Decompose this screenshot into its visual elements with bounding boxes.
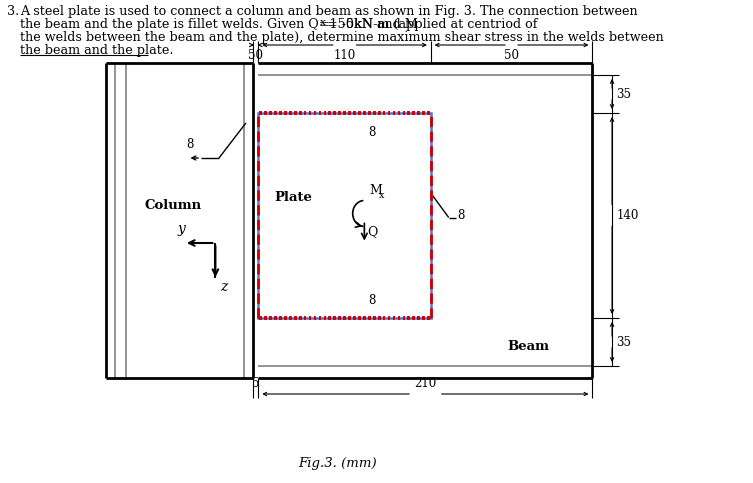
Text: 8: 8 (457, 209, 464, 222)
Text: the welds between the beam and the plate), determine maximum shear stress in the: the welds between the beam and the plate… (20, 31, 663, 44)
Text: x: x (379, 191, 384, 200)
Text: Fig.3. (mm): Fig.3. (mm) (298, 456, 376, 469)
Text: 5: 5 (252, 377, 260, 390)
Text: y: y (178, 222, 185, 236)
Text: 35: 35 (617, 336, 632, 349)
Text: = -5kN-m (applied at centriod of: = -5kN-m (applied at centriod of (327, 18, 537, 31)
Text: 8: 8 (368, 127, 375, 140)
Text: the beam and the plate.: the beam and the plate. (20, 44, 173, 57)
Bar (258, 113, 431, 318)
Text: 8: 8 (368, 294, 375, 307)
Text: A steel plate is used to connect a column and beam as shown in Fig. 3. The conne: A steel plate is used to connect a colum… (20, 5, 637, 18)
Text: the beam and the plate is fillet welds. Given Q=150kN and M: the beam and the plate is fillet welds. … (20, 18, 418, 31)
Text: z: z (220, 280, 227, 294)
Text: 8: 8 (187, 138, 194, 151)
Text: 50: 50 (504, 49, 519, 62)
Text: 210: 210 (414, 377, 437, 390)
Text: Beam: Beam (507, 340, 549, 353)
Text: M: M (369, 185, 382, 198)
Text: x: x (319, 18, 325, 27)
Text: Q: Q (367, 226, 377, 239)
Text: 35: 35 (617, 87, 632, 100)
Text: Plate: Plate (275, 191, 312, 204)
Text: 110: 110 (334, 49, 355, 62)
Text: 140: 140 (617, 209, 639, 222)
Text: 3.: 3. (8, 5, 20, 18)
Text: 50: 50 (248, 49, 264, 62)
Text: Column: Column (145, 199, 202, 212)
